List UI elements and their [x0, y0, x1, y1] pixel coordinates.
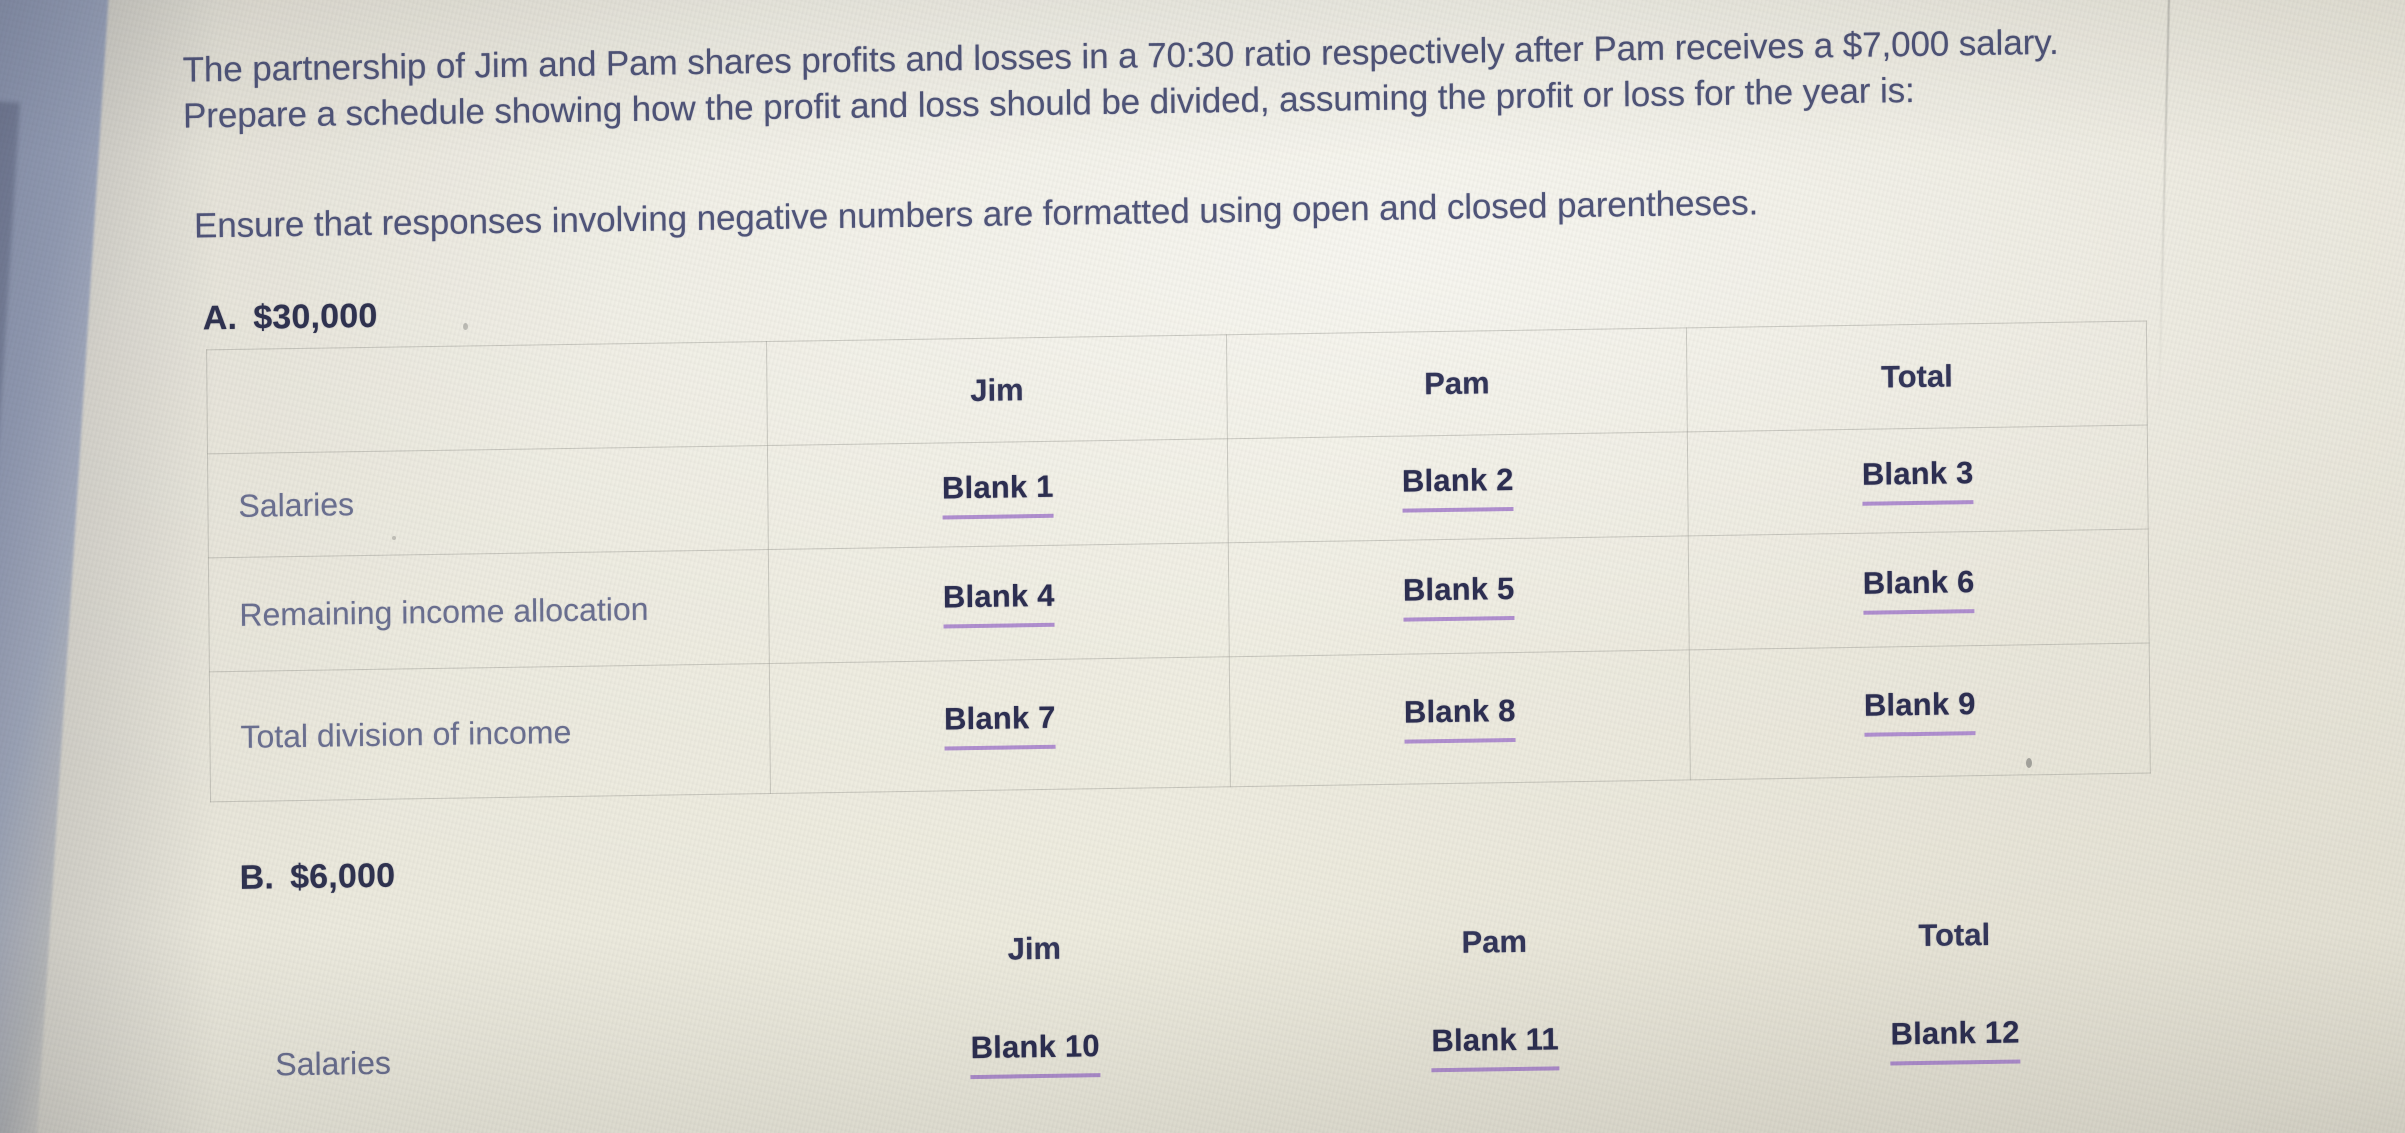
blank-cell-pam[interactable]: Blank 2: [1227, 431, 1689, 543]
header-cell-pam: Pam: [1226, 327, 1688, 439]
header-cell-total: Total: [1686, 321, 2148, 432]
header-cell-jim: Jim: [766, 334, 1228, 446]
header-cell-jim: Jim: [1007, 930, 1062, 967]
blank-cell-total[interactable]: Blank 9: [1689, 643, 2151, 780]
blank-cell-pam[interactable]: Blank 11: [1265, 991, 1726, 1102]
blank-2[interactable]: Blank 2: [1401, 461, 1514, 513]
section-b-table: Jim Pam Total Salaries Blank 10 Blank 11…: [244, 880, 2186, 1117]
blank-cell-pam[interactable]: Blank 5: [1228, 535, 1690, 657]
section-b-letter: B.: [239, 858, 275, 897]
dust-speck: [2026, 758, 2032, 768]
blank-10[interactable]: Blank 10: [970, 1027, 1101, 1079]
blank-cell-jim[interactable]: Blank 10: [805, 998, 1266, 1109]
section-a-label: A. $30,000: [203, 297, 378, 339]
blank-11[interactable]: Blank 11: [1431, 1020, 1560, 1072]
blank-1[interactable]: Blank 1: [941, 468, 1054, 520]
blank-9[interactable]: Blank 9: [1863, 686, 1976, 737]
table-row: Total division of income Blank 7 Blank 8…: [209, 643, 2151, 802]
row-label-salaries: Salaries: [207, 445, 769, 558]
header-cell-empty: [206, 341, 768, 454]
blank-3[interactable]: Blank 3: [1861, 455, 1974, 506]
blank-8[interactable]: Blank 8: [1403, 692, 1516, 744]
header-cell-pam: Pam: [1461, 923, 1528, 960]
blank-cell-total[interactable]: Blank 3: [1687, 425, 2149, 536]
blank-cell-pam[interactable]: Blank 8: [1229, 649, 1691, 787]
blank-cell-jim[interactable]: Blank 7: [769, 656, 1231, 794]
row-label-total-division-of-income: Total division of income: [209, 663, 771, 802]
question-intro-text: The partnership of Jim and Pam shares pr…: [182, 22, 2059, 136]
section-b-label: B. $6,000: [240, 857, 396, 898]
header-cell-total: Total: [1918, 916, 1991, 954]
blank-12[interactable]: Blank 12: [1890, 1014, 2020, 1065]
blank-7[interactable]: Blank 7: [943, 699, 1056, 751]
section-b-amount: $6,000: [289, 856, 396, 897]
blank-cell-jim[interactable]: Blank 4: [768, 542, 1230, 664]
row-label-remaining-income-allocation: Remaining income allocation: [208, 549, 770, 672]
row-label-salaries: Salaries: [275, 1044, 392, 1083]
blank-5[interactable]: Blank 5: [1402, 570, 1515, 622]
header-cell-empty: [244, 901, 805, 1013]
blank-cell-jim[interactable]: Blank 1: [767, 438, 1229, 550]
section-a-table: Jim Pam Total Salaries Blank 1 Blank 2 B…: [206, 321, 2151, 803]
section-a-amount: $30,000: [253, 296, 378, 337]
blank-6[interactable]: Blank 6: [1862, 564, 1975, 615]
formatting-instruction-text: Ensure that responses involving negative…: [193, 183, 1759, 246]
dust-speck: [392, 536, 396, 540]
blank-cell-total[interactable]: Blank 6: [1688, 529, 2150, 650]
section-a-letter: A.: [202, 298, 238, 338]
blank-cell-total[interactable]: Blank 12: [1725, 984, 2186, 1095]
dust-speck: [463, 323, 468, 330]
blank-4[interactable]: Blank 4: [942, 577, 1055, 629]
